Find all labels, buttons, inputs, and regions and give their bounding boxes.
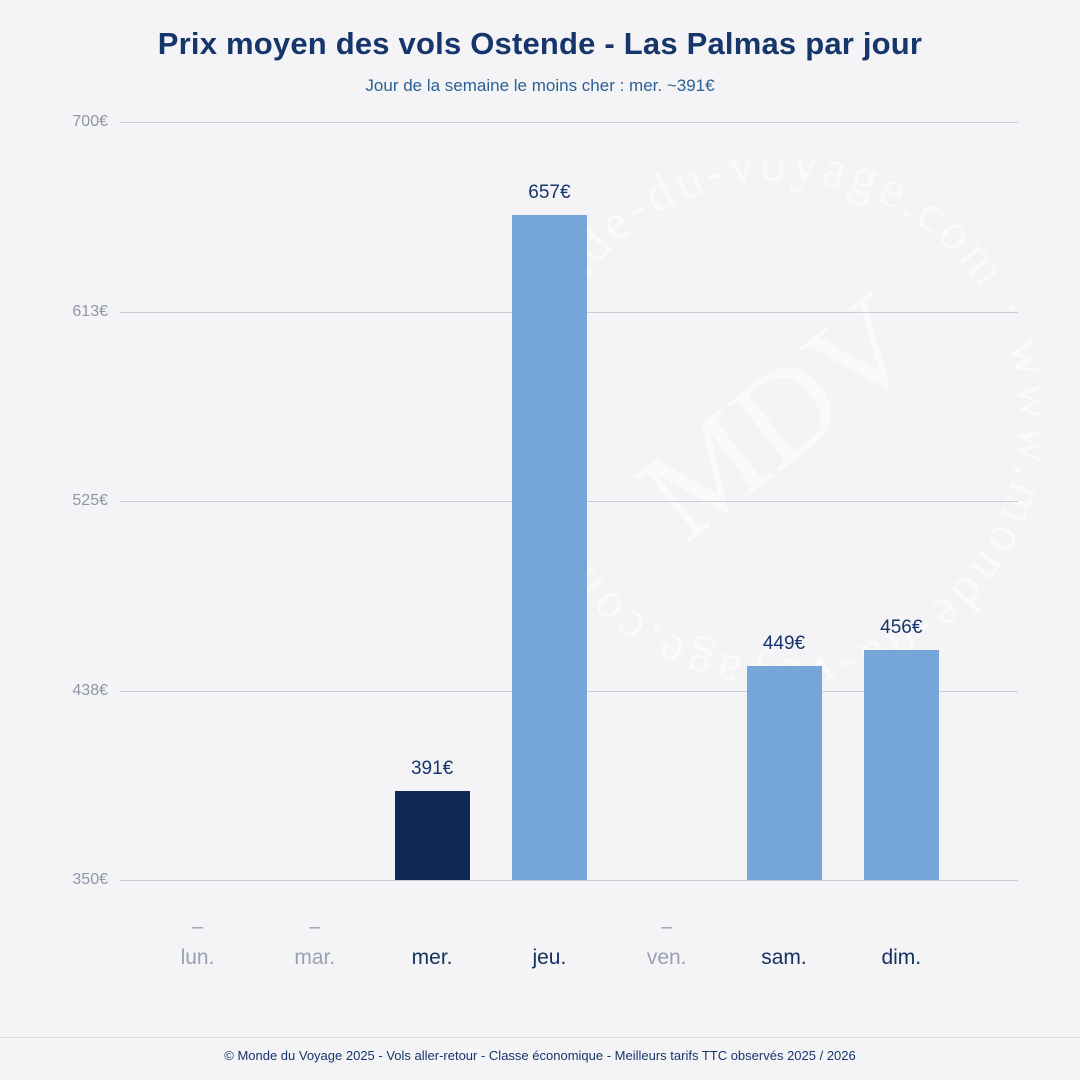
bar-mer <box>394 791 470 880</box>
chart-subtitle: Jour de la semaine le moins cher : mer. … <box>365 76 715 95</box>
gridline <box>120 122 1018 123</box>
no-data-marker-lun: – <box>191 916 204 938</box>
y-axis-tick-label: 350€ <box>72 871 108 888</box>
footer-copyright: © Monde du Voyage 2025 - Vols aller-reto… <box>224 1048 856 1063</box>
bar-sam <box>746 665 822 880</box>
y-axis-tick-label: 700€ <box>72 113 108 130</box>
x-axis-label-ven: ven. <box>646 946 687 969</box>
bar-value-label-sam: 449€ <box>762 632 806 654</box>
x-axis-label-dim: dim. <box>881 946 922 969</box>
y-axis-tick-label: 613€ <box>72 302 108 320</box>
bar-value-label-dim: 456€ <box>880 617 923 639</box>
no-data-marker-ven: – <box>661 916 673 938</box>
gridline <box>120 880 1018 881</box>
y-axis-tick-label: 525€ <box>72 492 108 509</box>
bar-value-label-mer: 391€ <box>410 758 454 780</box>
bar-value-label-jeu: 657€ <box>528 182 571 204</box>
bar-jeu <box>511 215 587 880</box>
no-data-marker-mar: – <box>309 916 321 938</box>
y-axis-tick-label: 438€ <box>72 681 108 699</box>
footer-divider <box>0 1037 1080 1038</box>
bar-dim <box>863 650 939 880</box>
x-axis-label-lun: lun. <box>180 946 215 969</box>
x-axis-label-mer: mer. <box>411 946 453 969</box>
page-title: Prix moyen des vols Ostende - Las Palmas… <box>157 26 923 61</box>
x-axis-label-jeu: jeu. <box>532 946 567 969</box>
x-axis-label-sam: sam. <box>761 946 807 969</box>
x-axis-label-mar: mar. <box>294 946 336 969</box>
